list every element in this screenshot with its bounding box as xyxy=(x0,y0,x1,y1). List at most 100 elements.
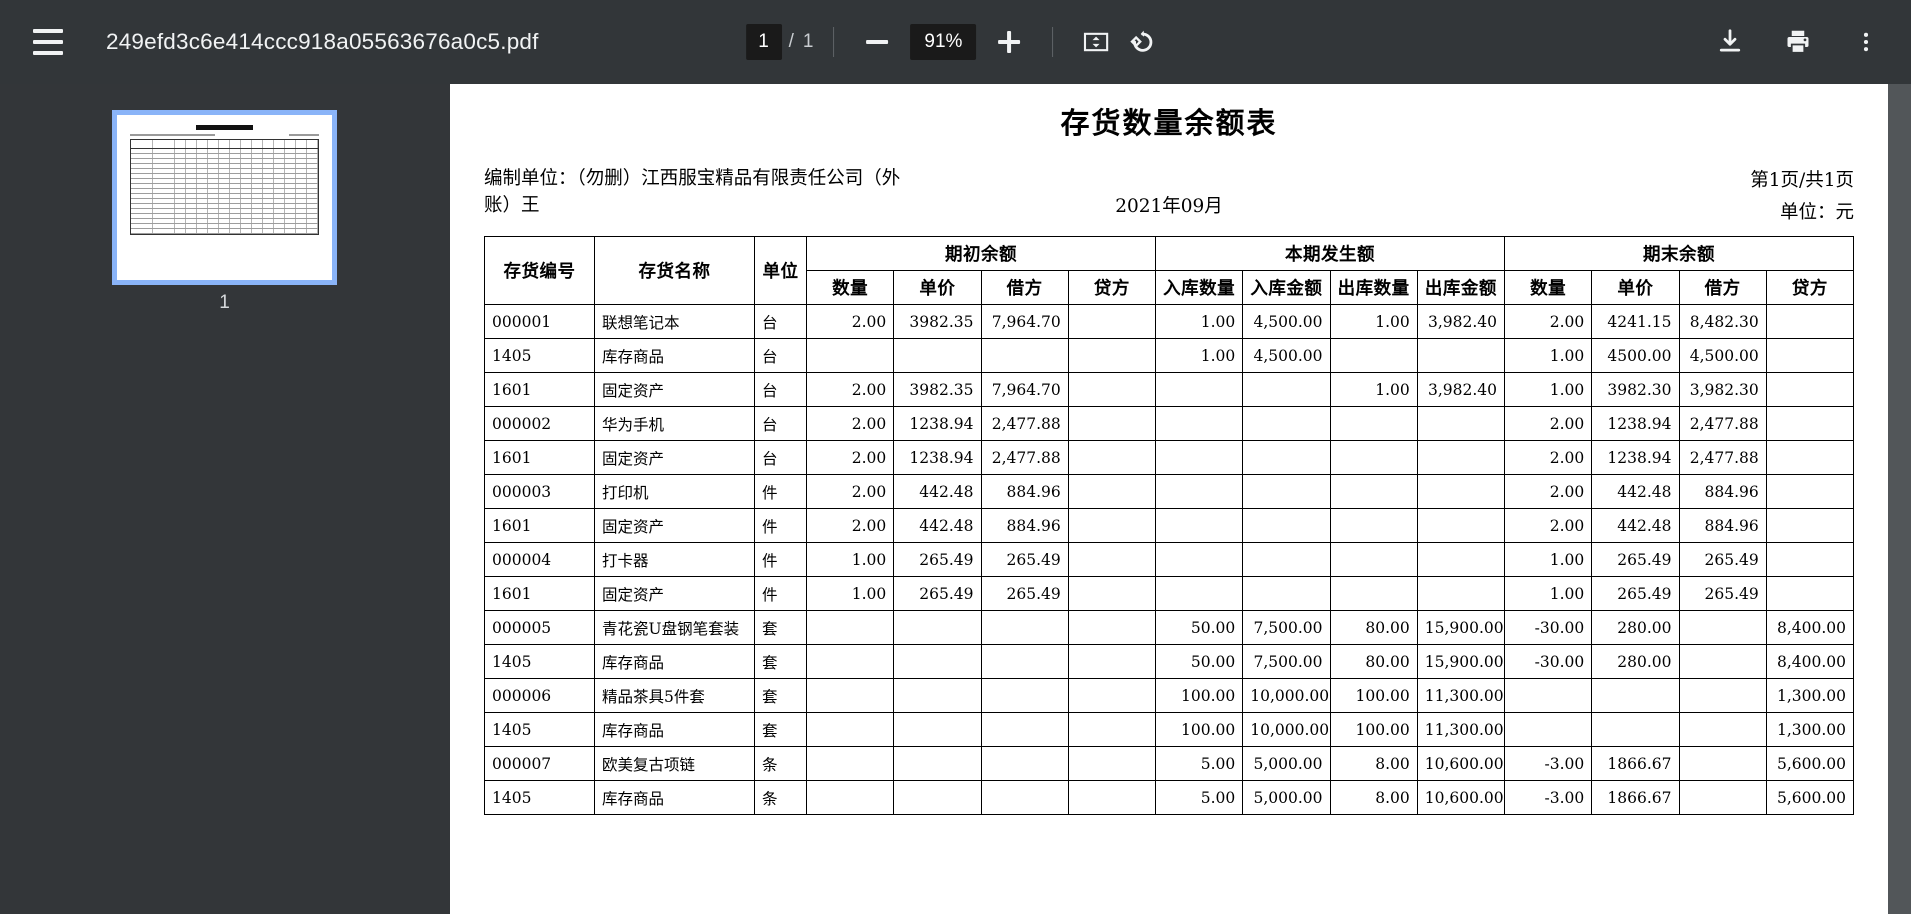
cell-in-amount xyxy=(1242,474,1331,509)
cell-begin-credit xyxy=(1067,576,1157,611)
cell-in-qty xyxy=(1154,542,1244,577)
mini-cell xyxy=(219,208,230,213)
mini-cell xyxy=(285,158,297,163)
more-options-button[interactable] xyxy=(1843,19,1889,65)
mini-cell xyxy=(175,213,186,218)
mini-cell xyxy=(230,198,242,203)
plus-icon xyxy=(998,31,1021,53)
mini-cell xyxy=(296,158,308,163)
table-row: 000001 联想笔记本台 2.00 3982.35 7,964.70 1.00 4,500… xyxy=(484,304,1855,339)
mini-cell xyxy=(131,168,153,173)
mini-cell xyxy=(219,198,230,203)
mini-header-cell xyxy=(208,139,219,148)
mini-cell xyxy=(230,188,242,193)
fit-to-page-button[interactable] xyxy=(1073,19,1119,65)
thumbnail-page-1[interactable] xyxy=(112,110,337,285)
pdf-viewer-toolbar: 249efd3c6e414ccc918a05563676a0c5.pdf 1 /… xyxy=(0,0,1911,84)
cell-in-qty xyxy=(1154,576,1244,611)
zoom-level-display[interactable]: 91% xyxy=(910,24,977,60)
pdf-page-viewer[interactable]: 存货数量余额表 编制单位：（勿删）江西服宝精品有限责任公司（外账）王 2021年… xyxy=(450,84,1911,914)
cell-begin-credit xyxy=(1067,304,1157,339)
cell-begin-price xyxy=(893,338,982,373)
mini-cell xyxy=(153,193,175,198)
mini-cell xyxy=(241,153,253,158)
mini-cell xyxy=(296,193,308,198)
mini-cell xyxy=(263,203,275,208)
mini-cell xyxy=(208,178,219,183)
cell-begin-credit xyxy=(1067,372,1157,407)
cell-end-price: 442.48 xyxy=(1591,508,1680,543)
mini-cell xyxy=(197,188,208,193)
mini-row xyxy=(130,188,319,194)
mini-cell xyxy=(175,193,186,198)
mini-cell xyxy=(186,193,197,198)
cell-inventory-name: 固定资产 xyxy=(594,576,755,611)
cell-end-price: 3982.30 xyxy=(1591,372,1680,407)
cell-begin-credit xyxy=(1067,610,1157,645)
zoom-in-button[interactable] xyxy=(986,19,1032,65)
mini-cell xyxy=(307,163,319,168)
cell-end-debit xyxy=(1678,644,1767,679)
cell-out-amount xyxy=(1416,474,1506,509)
mini-cell xyxy=(153,163,175,168)
mini-cell xyxy=(208,208,219,213)
zoom-out-button[interactable] xyxy=(854,19,900,65)
mini-cell xyxy=(131,188,153,193)
cell-begin-debit xyxy=(980,780,1069,815)
thumbnail-preview xyxy=(117,115,332,280)
cell-end-debit: 884.96 xyxy=(1678,508,1767,543)
cell-unit: 条 xyxy=(754,780,807,815)
cell-out-qty: 80.00 xyxy=(1329,644,1418,679)
mini-cell xyxy=(241,178,253,183)
cell-inventory-name: 固定资产 xyxy=(594,508,755,543)
mini-cell xyxy=(274,213,286,218)
cell-begin-credit xyxy=(1067,474,1157,509)
mini-cell xyxy=(285,223,297,228)
cell-begin-debit: 7,964.70 xyxy=(980,372,1069,407)
mini-cell xyxy=(274,198,286,203)
mini-cell xyxy=(186,223,197,228)
cell-begin-price xyxy=(893,610,982,645)
cell-out-amount: 3,982.40 xyxy=(1416,372,1506,407)
cell-out-amount xyxy=(1416,576,1506,611)
mini-cell xyxy=(307,193,319,198)
mini-header-cell xyxy=(186,139,197,148)
download-button[interactable] xyxy=(1707,19,1753,65)
mini-cell xyxy=(285,213,297,218)
cell-end-credit: 5,600.00 xyxy=(1765,746,1855,781)
cell-end-price: 1866.67 xyxy=(1591,746,1680,781)
print-button[interactable] xyxy=(1775,19,1821,65)
mini-row xyxy=(130,193,319,199)
cell-begin-debit xyxy=(980,678,1069,713)
cell-unit: 台 xyxy=(754,304,807,339)
mini-cell xyxy=(208,183,219,188)
mini-cell xyxy=(186,178,197,183)
cell-in-amount: 7,500.00 xyxy=(1242,644,1331,679)
mini-cell xyxy=(175,208,186,213)
mini-cell xyxy=(252,168,264,173)
cell-begin-qty: 2.00 xyxy=(805,406,895,441)
mini-cell xyxy=(175,203,186,208)
cell-in-amount xyxy=(1242,508,1331,543)
mini-cell xyxy=(274,148,286,153)
cell-in-amount xyxy=(1242,576,1331,611)
hamburger-icon[interactable] xyxy=(18,12,78,72)
mini-cell xyxy=(186,168,197,173)
mini-cell xyxy=(175,168,186,173)
cell-begin-debit: 265.49 xyxy=(980,542,1069,577)
print-icon xyxy=(1787,30,1809,54)
mini-cell xyxy=(263,153,275,158)
mini-cell xyxy=(197,173,208,178)
mini-cell xyxy=(153,198,175,203)
cell-begin-qty xyxy=(805,780,895,815)
mini-cell xyxy=(219,168,230,173)
cell-in-qty: 50.00 xyxy=(1154,644,1244,679)
mini-cell xyxy=(252,198,264,203)
page-number-input[interactable]: 1 xyxy=(745,24,782,60)
cell-inventory-code: 1405 xyxy=(484,644,595,679)
rotate-button[interactable] xyxy=(1119,19,1165,65)
cell-inventory-code: 1601 xyxy=(484,372,595,407)
cell-out-qty xyxy=(1329,406,1418,441)
mini-meta-left xyxy=(129,133,216,136)
th-sub-5: 入库金额 xyxy=(1242,270,1331,305)
